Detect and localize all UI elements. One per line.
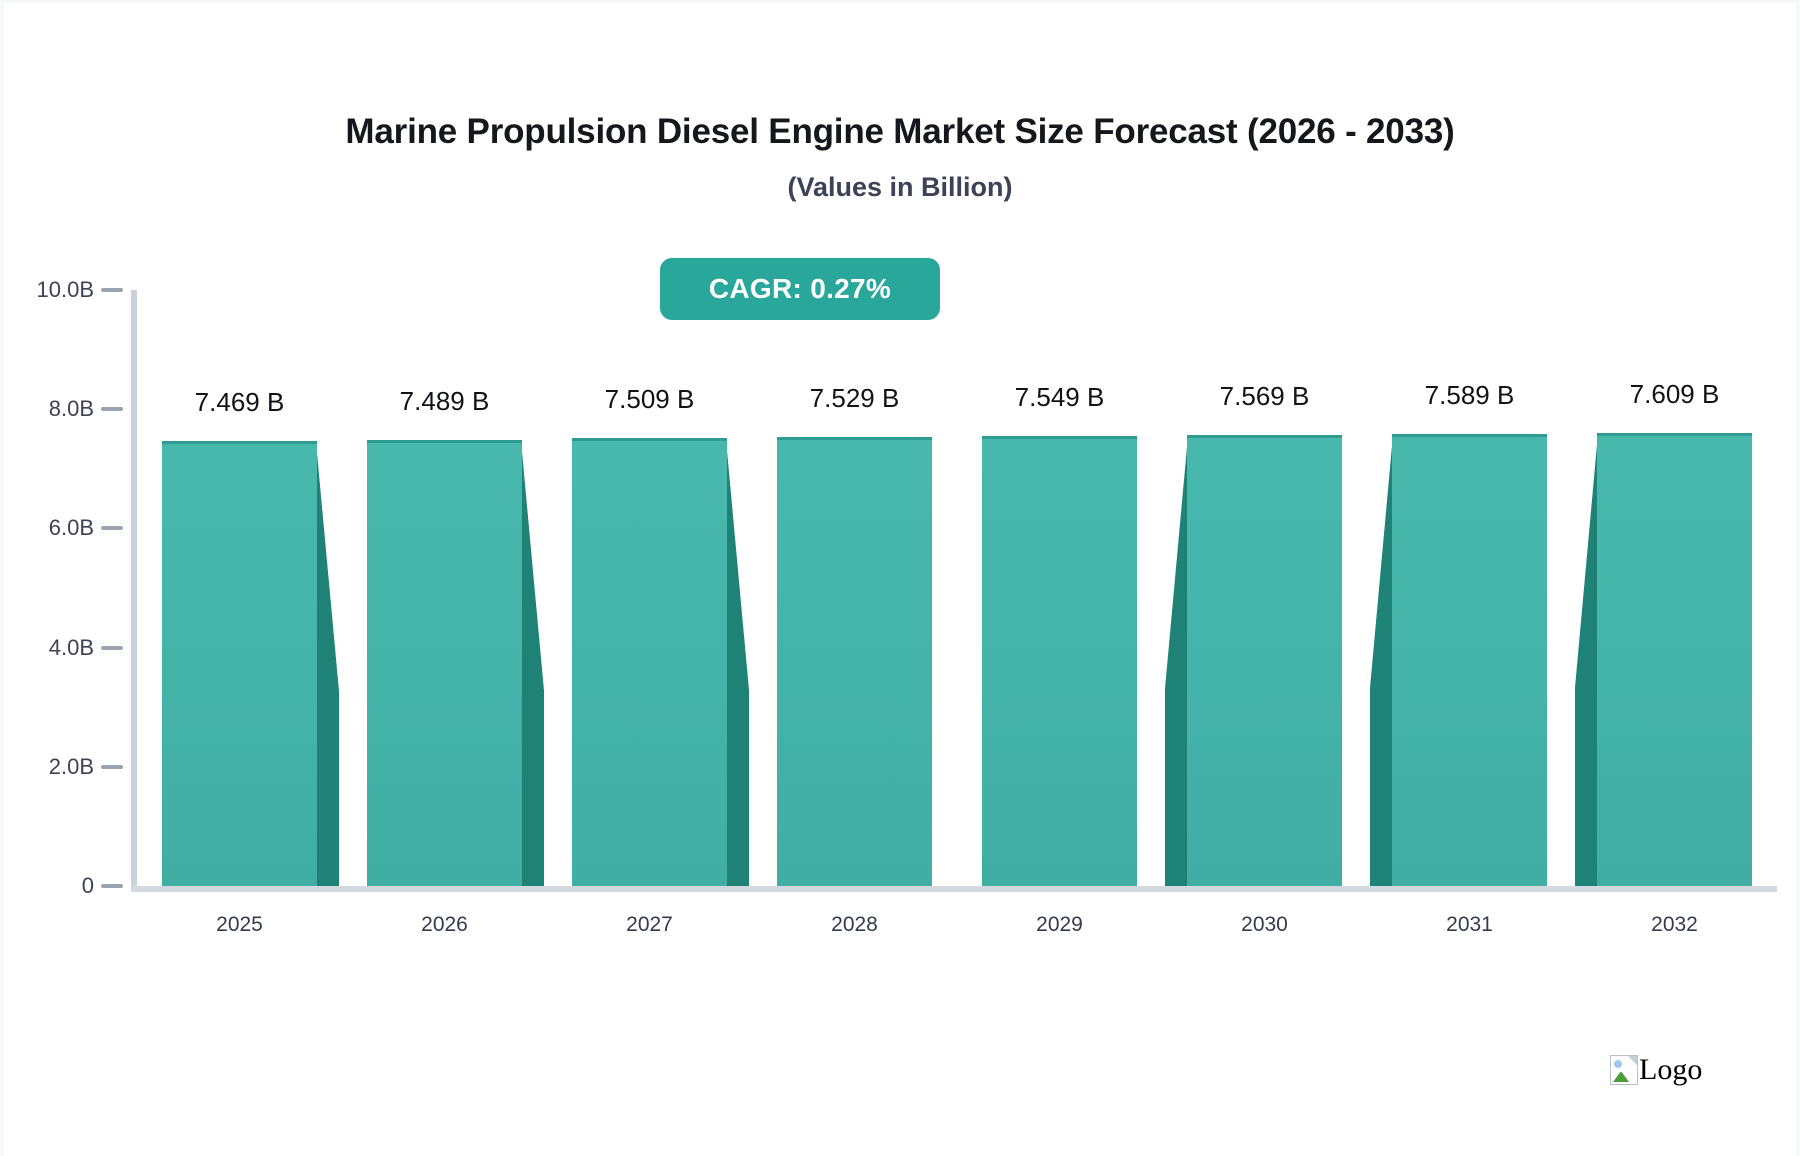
bar-2032[interactable] [1575,419,1774,886]
y-axis-tick-label: 0 [81,873,94,898]
y-axis-tick-label: 6.0B [48,515,94,541]
bar-value-label: 7.469 B [194,386,285,417]
x-axis-tick-label: 2025 [216,913,263,936]
chart-subtitle: (Values in Billion) [787,172,1013,202]
bar-2030[interactable] [1165,421,1364,886]
bar-side-panel [1165,446,1187,886]
bar-value-label: 7.609 B [1629,378,1720,409]
bar-2026[interactable] [345,426,544,886]
bar-side-panel [317,452,339,886]
bar-value-label: 7.569 B [1219,380,1310,411]
bar-2025[interactable] [140,427,339,886]
y-axis-tick-mark [101,526,123,531]
x-axis-tick-label: 2029 [1036,913,1083,936]
y-axis-line [131,290,137,887]
x-axis-baseline [131,886,1777,892]
bar-value-label: 7.589 B [1424,379,1515,410]
y-axis-tick-label: 2.0B [48,753,94,779]
bar-face [572,438,727,886]
y-axis-tick-mark [101,764,123,769]
x-axis-tick-label: 2027 [626,913,673,936]
x-axis-tick-label: 2031 [1446,913,1493,936]
bar-value-label: 7.509 B [604,384,695,415]
y-axis-tick-label: 4.0B [48,634,94,660]
page-edge-left [0,0,4,1156]
bar-face [367,439,522,886]
bar-face [1597,432,1752,886]
logo-alt-text: Logo [1639,1053,1703,1086]
broken-image-icon [1610,1055,1638,1085]
bar-2031[interactable] [1370,420,1569,886]
y-axis-tick-mark [101,645,123,650]
y-axis-tick-mark [101,884,123,888]
logo-block: Logo [1610,1050,1702,1090]
x-axis-tick-label: 2026 [421,913,468,936]
page-edge-right [1796,0,1800,1156]
bar-face [162,440,317,886]
bar-value-label: 7.549 B [1014,382,1105,413]
bar-face [1392,433,1547,886]
cagr-badge: CAGR: 0.27% [660,258,940,320]
bar-side-panel [1575,444,1597,886]
bar-side-panel [1370,445,1392,886]
bar-face [1187,434,1342,886]
bar-side-panel [727,450,749,886]
bar-2029[interactable] [960,422,1159,886]
y-axis-tick-mark [101,407,123,412]
x-axis-tick-label: 2028 [831,913,878,936]
bar-value-label: 7.489 B [399,385,490,416]
bar-face [777,437,932,886]
bar-2028[interactable] [755,423,954,886]
bar-face [982,436,1137,886]
x-axis-tick-label: 2030 [1241,913,1288,936]
bar-2027[interactable] [550,424,749,886]
y-axis-tick-mark [101,288,123,292]
y-axis-tick-label: 10.0B [36,277,95,302]
bar-value-label: 7.529 B [809,383,900,414]
chart-title: Marine Propulsion Diesel Engine Market S… [345,112,1455,151]
page-edge-top [0,0,1800,3]
bar-side-panel [522,451,544,886]
y-axis-tick-label: 8.0B [48,396,94,422]
x-axis-tick-label: 2032 [1651,913,1698,936]
